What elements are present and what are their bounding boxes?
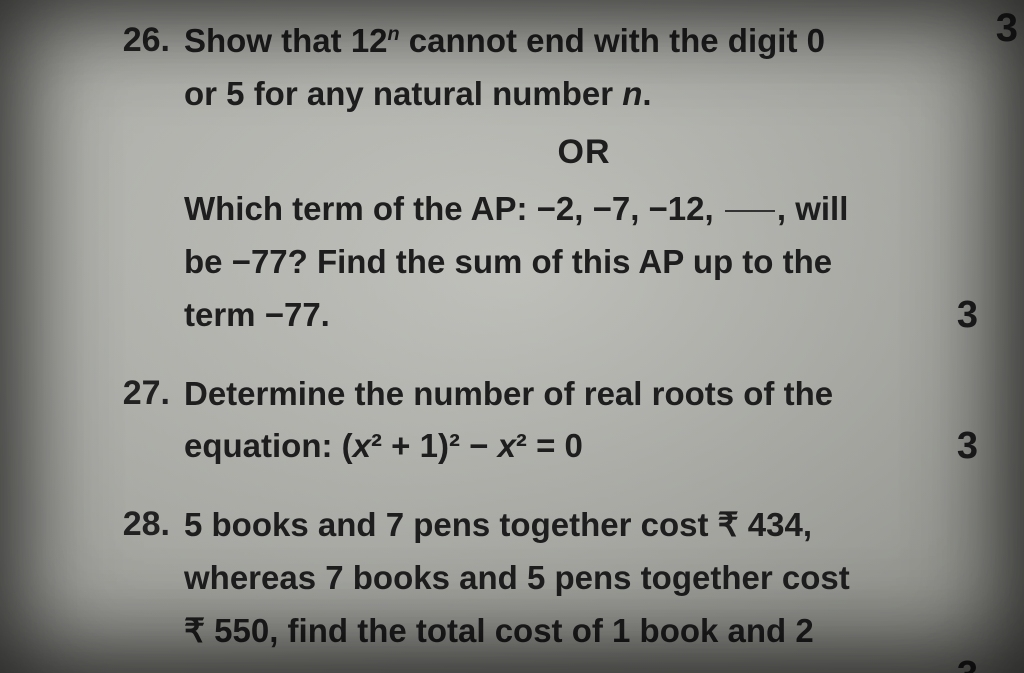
text: , will <box>777 190 849 227</box>
question-body: Show that 12n cannot end with the digit … <box>184 18 984 345</box>
text: cannot end with the digit 0 <box>400 22 825 59</box>
text: term −77. <box>184 296 330 333</box>
or-separator: OR <box>184 128 984 176</box>
q28-line2: whereas 7 books and 5 pens together cost <box>184 555 984 602</box>
q28-line3: ₹ 550, find the total cost of 1 book and… <box>184 608 984 655</box>
question-body: 5 books and 7 pens together cost ₹ 434, … <box>184 502 984 673</box>
q26-line2: or 5 for any natural number n. <box>184 71 984 118</box>
question-28: 28. 5 books and 7 pens together cost ₹ 4… <box>100 502 984 673</box>
question-number: 26. <box>100 18 184 64</box>
question-body: Determine the number of real roots of th… <box>184 371 984 477</box>
variable-x: x <box>353 427 371 464</box>
question-26: 26. Show that 12n cannot end with the di… <box>100 18 984 345</box>
text: Which term of the AP: <box>184 190 537 227</box>
variable-x: x <box>498 427 516 464</box>
marks-badge: 3 <box>957 289 978 343</box>
q26-line1: Show that 12n cannot end with the digit … <box>184 18 984 65</box>
q28-line4: pens. <box>184 661 984 673</box>
question-number: 27. <box>100 371 184 417</box>
text: ₹ 550, find the total cost of 1 book and… <box>184 612 814 649</box>
variable-n: n <box>622 75 642 112</box>
text: Show that 12 <box>184 22 388 59</box>
ap-sequence: −2, −7, −12, <box>537 190 723 227</box>
text: . <box>642 75 651 112</box>
q28-line1: 5 books and 7 pens together cost ₹ 434, <box>184 502 984 549</box>
q26-alt-line3: term −77. 3 <box>184 292 984 339</box>
q26-alt-line1: Which term of the AP: −2, −7, −12, , wil… <box>184 186 984 233</box>
marks-badge: 3 <box>957 420 978 474</box>
q27-line1: Determine the number of real roots of th… <box>184 371 984 418</box>
text: equation: ( <box>184 427 353 464</box>
question-27: 27. Determine the number of real roots o… <box>100 371 984 477</box>
text: or 5 for any natural number <box>184 75 622 112</box>
blank-fill <box>725 210 775 212</box>
text: ² = 0 <box>516 427 583 464</box>
margin-mark-top: 3 <box>996 6 1018 51</box>
marks-badge: 3 <box>957 649 978 673</box>
text: ² + 1)² − <box>371 427 498 464</box>
exam-page: 3 26. Show that 12n cannot end with the … <box>0 0 1024 673</box>
exponent-n: n <box>388 23 400 45</box>
q26-alt-line2: be −77? Find the sum of this AP up to th… <box>184 239 984 286</box>
q27-line2: equation: (x² + 1)² − x² = 0 3 <box>184 423 984 470</box>
question-number: 28. <box>100 502 184 548</box>
